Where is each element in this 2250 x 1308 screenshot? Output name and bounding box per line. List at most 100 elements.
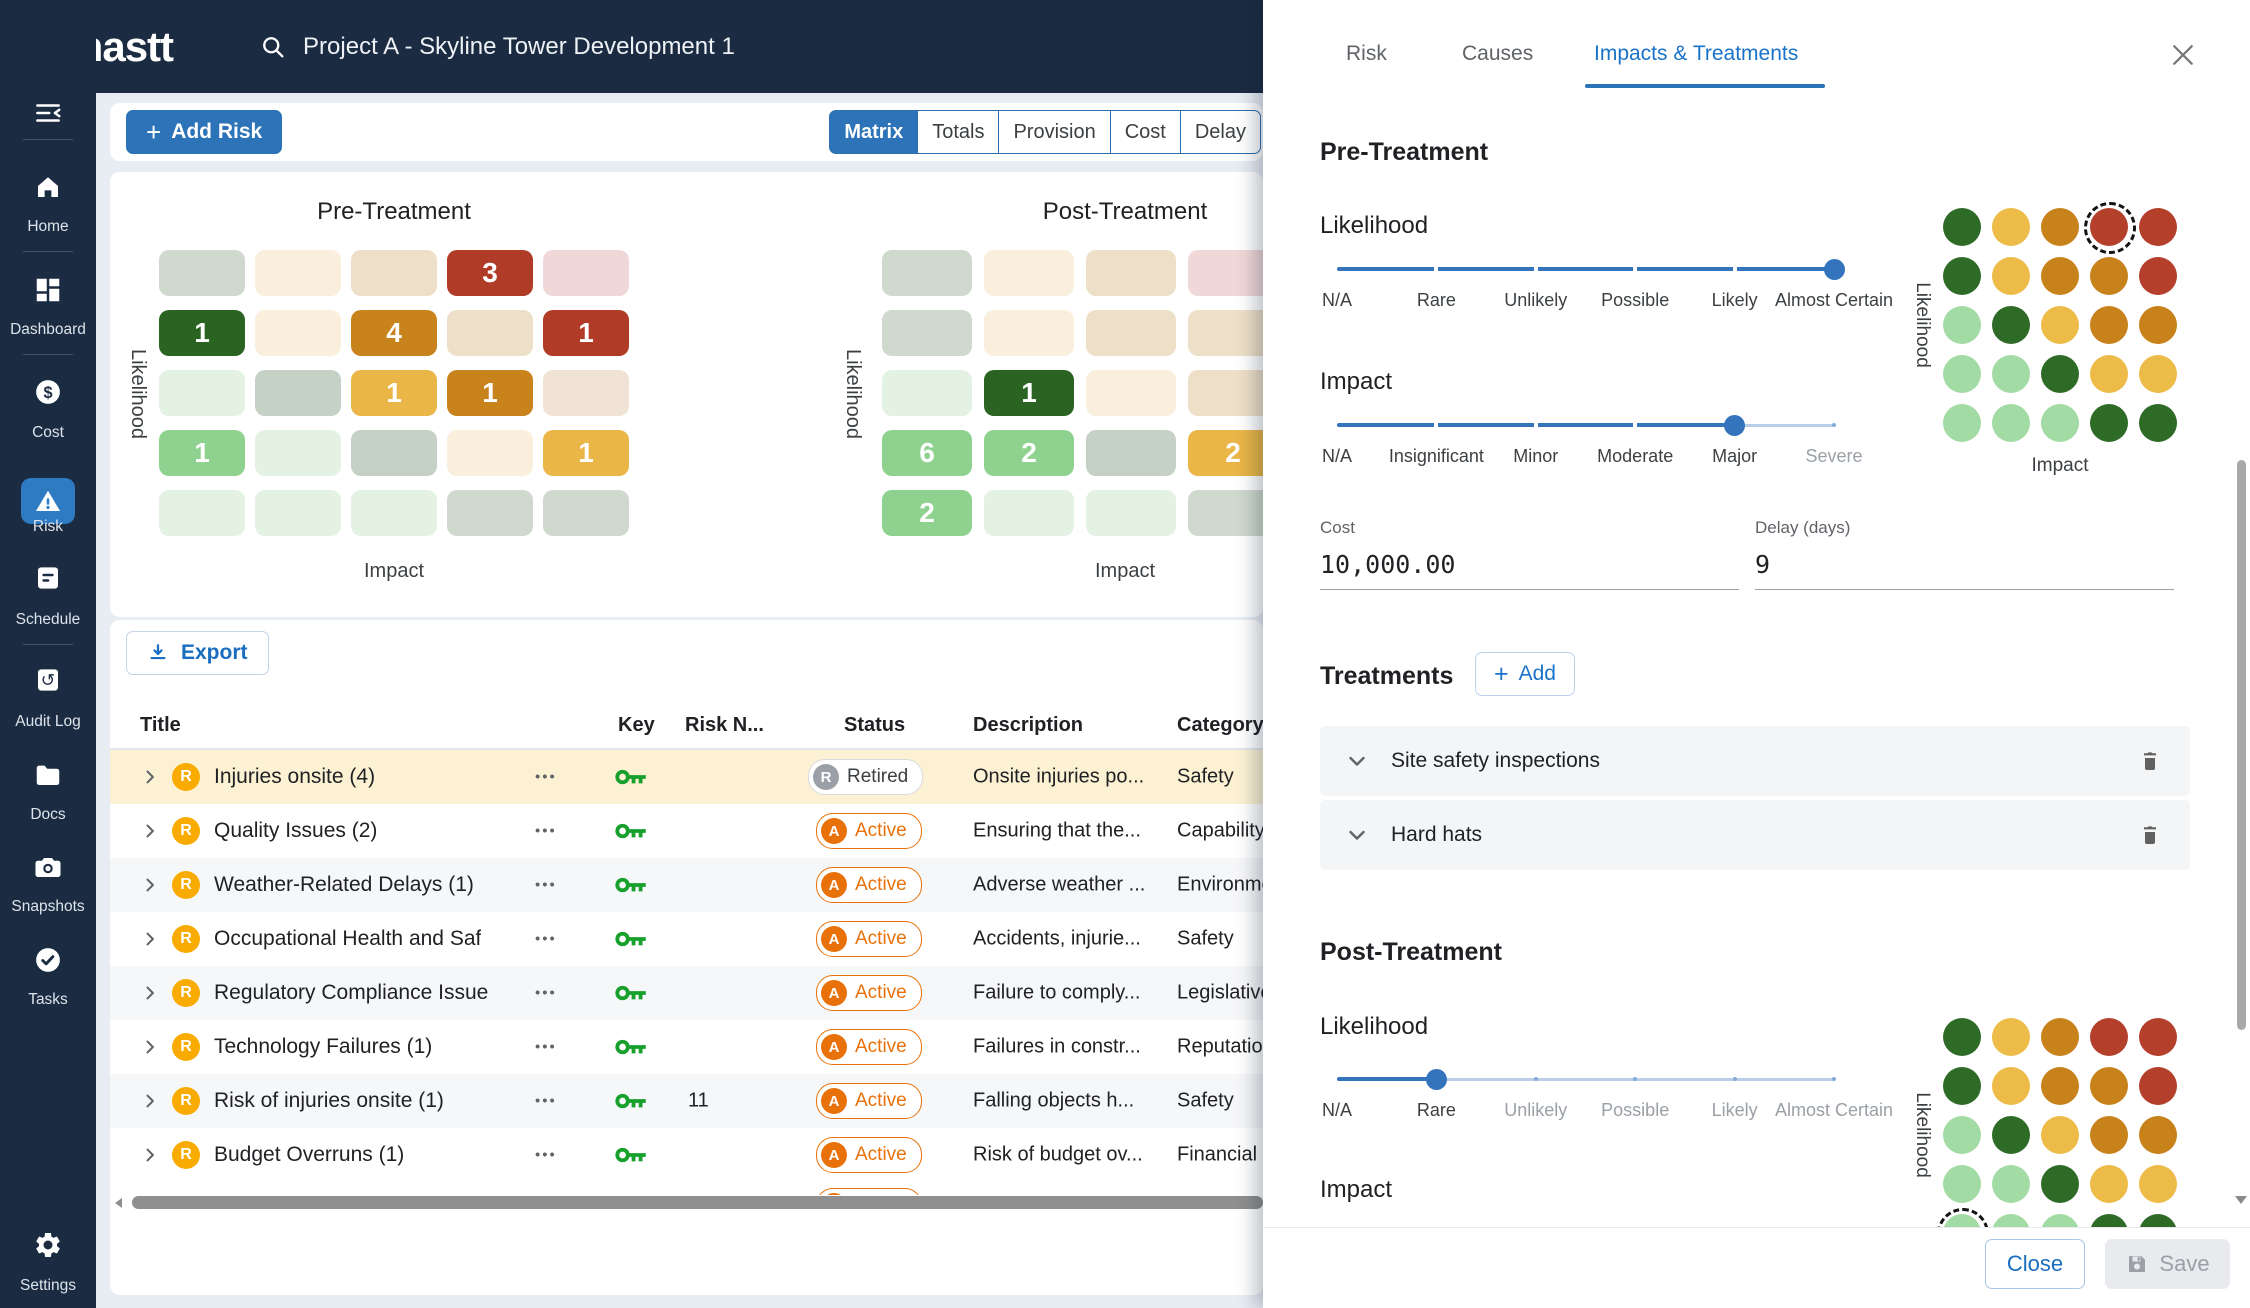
- expand-chevron-icon[interactable]: [140, 1037, 160, 1057]
- treatment-item[interactable]: Hard hats: [1320, 800, 2190, 870]
- matrix-cell[interactable]: [543, 250, 629, 296]
- trash-icon[interactable]: [2138, 822, 2162, 848]
- risk-title[interactable]: Risk of injuries onsite (1): [214, 1089, 444, 1112]
- status-badge[interactable]: A Active: [816, 1083, 922, 1119]
- matrix-cell[interactable]: [447, 310, 533, 356]
- table-row[interactable]: R Regulatory Compliance Issue ••• A Active Fa…: [110, 966, 1263, 1020]
- post-heatmap-dot[interactable]: [2041, 1018, 2079, 1056]
- status-badge[interactable]: A Active: [816, 867, 922, 903]
- sidebar-item-docs[interactable]: [0, 760, 96, 795]
- post-likelihood-slider-track[interactable]: [1337, 1077, 1834, 1081]
- panel-tab-causes[interactable]: Causes: [1462, 42, 1534, 65]
- post-heatmap-dot[interactable]: [1943, 1018, 1981, 1056]
- post-heatmap-dot[interactable]: [2139, 1165, 2177, 1203]
- row-actions-button[interactable]: •••: [535, 1146, 557, 1164]
- table-row[interactable]: R Weather-Related Delays (1) ••• A Active Adv…: [110, 858, 1263, 912]
- close-button[interactable]: Close: [1985, 1239, 2085, 1289]
- view-tab-cost[interactable]: Cost: [1109, 110, 1181, 154]
- post-heatmap-dot[interactable]: [1992, 1018, 2030, 1056]
- table-row[interactable]: R Risk of injuries onsite (1) ••• 11 A Active…: [110, 1074, 1263, 1128]
- post-heatmap-dot[interactable]: [1992, 1116, 2030, 1154]
- pre-heatmap-dot[interactable]: [2041, 404, 2079, 442]
- view-tab-totals[interactable]: Totals: [917, 110, 1000, 154]
- status-badge[interactable]: R Retired: [808, 759, 924, 795]
- treatment-item[interactable]: Site safety inspections: [1320, 726, 2190, 796]
- matrix-cell[interactable]: 1: [447, 370, 533, 416]
- view-tab-provision[interactable]: Provision: [998, 110, 1111, 154]
- pre-heatmap-dot[interactable]: [1943, 355, 1981, 393]
- pre-heatmap-dot[interactable]: [2041, 208, 2079, 246]
- matrix-cell[interactable]: [159, 250, 245, 296]
- panel-scrollbar-thumb[interactable]: [2237, 460, 2246, 1030]
- matrix-cell[interactable]: 1: [543, 310, 629, 356]
- row-actions-button[interactable]: •••: [535, 1038, 557, 1056]
- key-icon[interactable]: [615, 876, 647, 895]
- status-badge[interactable]: A Active: [816, 975, 922, 1011]
- expand-chevron-icon[interactable]: [140, 1145, 160, 1165]
- post-heatmap-dot[interactable]: [2139, 1018, 2177, 1056]
- column-header-risk-number[interactable]: Risk N...: [685, 714, 764, 736]
- matrix-cell[interactable]: [984, 310, 1074, 356]
- risk-title[interactable]: Regulatory Compliance Issue: [214, 981, 489, 1004]
- post-heatmap-dot[interactable]: [2139, 1116, 2177, 1154]
- pre-heatmap-dot[interactable]: [1992, 257, 2030, 295]
- sidebar-item-settings[interactable]: [0, 1230, 96, 1265]
- matrix-cell[interactable]: [351, 430, 437, 476]
- sidebar-item-snapshots[interactable]: [0, 852, 96, 887]
- pre-heatmap-dot[interactable]: [1943, 404, 1981, 442]
- pre-heatmap-dot[interactable]: [2041, 257, 2079, 295]
- status-badge[interactable]: A Active: [816, 1137, 922, 1173]
- chevron-down-icon[interactable]: [1345, 749, 1369, 773]
- matrix-cell[interactable]: [1086, 490, 1176, 536]
- matrix-cell[interactable]: [984, 250, 1074, 296]
- chevron-down-icon[interactable]: [1345, 823, 1369, 847]
- sidebar-item-audit-log[interactable]: ↺: [0, 665, 96, 700]
- matrix-cell[interactable]: [255, 430, 341, 476]
- post-heatmap-dot[interactable]: [2041, 1116, 2079, 1154]
- matrix-cell[interactable]: [1086, 430, 1176, 476]
- pre-heatmap-dot[interactable]: [1992, 404, 2030, 442]
- matrix-cell[interactable]: 2: [882, 490, 972, 536]
- key-icon[interactable]: [615, 822, 647, 841]
- scroll-left-arrow-icon[interactable]: [115, 1198, 122, 1208]
- post-heatmap-dot[interactable]: [1992, 1067, 2030, 1105]
- close-icon[interactable]: [2168, 40, 2198, 70]
- matrix-cell[interactable]: 2: [1188, 430, 1263, 476]
- matrix-cell[interactable]: [255, 370, 341, 416]
- matrix-cell[interactable]: [1188, 310, 1263, 356]
- matrix-cell[interactable]: 2: [984, 430, 1074, 476]
- matrix-cell[interactable]: [1188, 250, 1263, 296]
- table-row[interactable]: R Technology Failures (1) ••• A Active Failur…: [110, 1020, 1263, 1074]
- key-icon[interactable]: [615, 1146, 647, 1165]
- sidebar-item-cost[interactable]: $: [0, 377, 96, 412]
- matrix-cell[interactable]: [351, 490, 437, 536]
- post-heatmap-dot[interactable]: [1992, 1165, 2030, 1203]
- post-heatmap-dot[interactable]: [1943, 1116, 1981, 1154]
- horizontal-scrollbar[interactable]: [110, 1195, 1263, 1210]
- post-heatmap-dot[interactable]: [2090, 1067, 2128, 1105]
- post-heatmap-dot[interactable]: [2090, 1165, 2128, 1203]
- view-tab-delay[interactable]: Delay: [1179, 110, 1261, 154]
- pre-heatmap-dot[interactable]: [2041, 355, 2079, 393]
- column-header-category[interactable]: Category: [1177, 714, 1263, 736]
- matrix-cell[interactable]: 1: [159, 430, 245, 476]
- sidebar-item-schedule[interactable]: [0, 563, 96, 598]
- risk-title[interactable]: Budget Overruns (1): [214, 1143, 405, 1166]
- column-header-key[interactable]: Key: [618, 714, 655, 736]
- matrix-cell[interactable]: [1086, 370, 1176, 416]
- matrix-cell[interactable]: [1086, 250, 1176, 296]
- trash-icon[interactable]: [2138, 748, 2162, 774]
- pre-heatmap-dot[interactable]: [1992, 306, 2030, 344]
- matrix-cell[interactable]: [351, 250, 437, 296]
- matrix-cell[interactable]: 1: [159, 310, 245, 356]
- matrix-cell[interactable]: [159, 490, 245, 536]
- risk-title[interactable]: Quality Issues (2): [214, 819, 378, 842]
- pre-heatmap-dot[interactable]: [1992, 208, 2030, 246]
- matrix-cell[interactable]: [882, 310, 972, 356]
- pre-heatmap-dot[interactable]: [1992, 355, 2030, 393]
- sidebar-item-dashboard[interactable]: [0, 275, 96, 310]
- pre-heatmap-dot[interactable]: [1943, 306, 1981, 344]
- risk-title[interactable]: Weather-Related Delays (1): [214, 873, 474, 896]
- matrix-cell[interactable]: 1: [351, 370, 437, 416]
- pre-heatmap-dot[interactable]: [2139, 306, 2177, 344]
